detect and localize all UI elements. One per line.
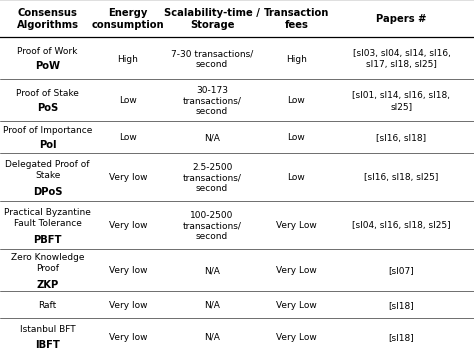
Text: ZKP: ZKP bbox=[36, 279, 59, 289]
Text: High: High bbox=[118, 54, 138, 63]
Text: Low: Low bbox=[119, 133, 137, 142]
Text: N/A: N/A bbox=[204, 133, 220, 142]
Text: Very low: Very low bbox=[109, 332, 147, 341]
Text: [sl16, sl18, sl25]: [sl16, sl18, sl25] bbox=[365, 173, 438, 182]
Text: Very Low: Very Low bbox=[276, 266, 317, 275]
Text: Practical Byzantine
Fault Tolerance: Practical Byzantine Fault Tolerance bbox=[4, 208, 91, 227]
Text: Low: Low bbox=[287, 173, 305, 182]
Text: PoI: PoI bbox=[39, 140, 56, 150]
Text: [sl16, sl18]: [sl16, sl18] bbox=[376, 133, 427, 142]
Text: IBFT: IBFT bbox=[35, 339, 60, 349]
Text: PoS: PoS bbox=[37, 103, 58, 113]
Text: Very Low: Very Low bbox=[276, 300, 317, 309]
Text: Very low: Very low bbox=[109, 221, 147, 230]
Text: 30-173
transactions/
second: 30-173 transactions/ second bbox=[182, 86, 242, 116]
Text: Very low: Very low bbox=[109, 266, 147, 275]
Text: Low: Low bbox=[287, 133, 305, 142]
Text: [sl07]: [sl07] bbox=[389, 266, 414, 275]
Text: High: High bbox=[286, 54, 307, 63]
Text: Low: Low bbox=[119, 96, 137, 105]
Text: Very Low: Very Low bbox=[276, 221, 317, 230]
Text: Istanbul BFT: Istanbul BFT bbox=[20, 324, 75, 333]
Text: Very low: Very low bbox=[109, 300, 147, 309]
Text: PoW: PoW bbox=[35, 61, 60, 71]
Text: N/A: N/A bbox=[204, 300, 220, 309]
Text: Zero Knowledge
Proof: Zero Knowledge Proof bbox=[11, 253, 84, 272]
Text: Low: Low bbox=[287, 96, 305, 105]
Text: PBFT: PBFT bbox=[33, 234, 62, 244]
Text: Very Low: Very Low bbox=[276, 332, 317, 341]
Text: Proof of Work: Proof of Work bbox=[18, 47, 78, 55]
Text: N/A: N/A bbox=[204, 332, 220, 341]
Text: Papers #: Papers # bbox=[376, 14, 427, 24]
Text: 7-30 transactions/
second: 7-30 transactions/ second bbox=[171, 49, 253, 69]
Text: Scalability-time /
Storage: Scalability-time / Storage bbox=[164, 8, 260, 30]
Text: [sl04, sl16, sl18, sl25]: [sl04, sl16, sl18, sl25] bbox=[352, 221, 451, 230]
Text: Proof of Stake: Proof of Stake bbox=[16, 88, 79, 97]
Text: Energy
consumption: Energy consumption bbox=[91, 8, 164, 30]
Text: Raft: Raft bbox=[38, 300, 57, 309]
Text: Very low: Very low bbox=[109, 173, 147, 182]
Text: Transaction
fees: Transaction fees bbox=[264, 8, 329, 30]
Text: 2.5-2500
transactions/
second: 2.5-2500 transactions/ second bbox=[182, 163, 242, 192]
Text: Delegated Proof of
Stake: Delegated Proof of Stake bbox=[5, 160, 90, 179]
Text: [sl18]: [sl18] bbox=[389, 300, 414, 309]
Text: N/A: N/A bbox=[204, 266, 220, 275]
Text: [sl03, sl04, sl14, sl16,
sl17, sl18, sl25]: [sl03, sl04, sl14, sl16, sl17, sl18, sl2… bbox=[353, 49, 450, 69]
Text: [sl01, sl14, sl16, sl18,
sl25]: [sl01, sl14, sl16, sl18, sl25] bbox=[353, 91, 450, 110]
Text: 100-2500
transactions/
second: 100-2500 transactions/ second bbox=[182, 211, 242, 240]
Text: Consensus
Algorithms: Consensus Algorithms bbox=[17, 8, 79, 30]
Text: DPoS: DPoS bbox=[33, 186, 63, 196]
Text: Proof of Importance: Proof of Importance bbox=[3, 125, 92, 134]
Text: [sl18]: [sl18] bbox=[389, 332, 414, 341]
